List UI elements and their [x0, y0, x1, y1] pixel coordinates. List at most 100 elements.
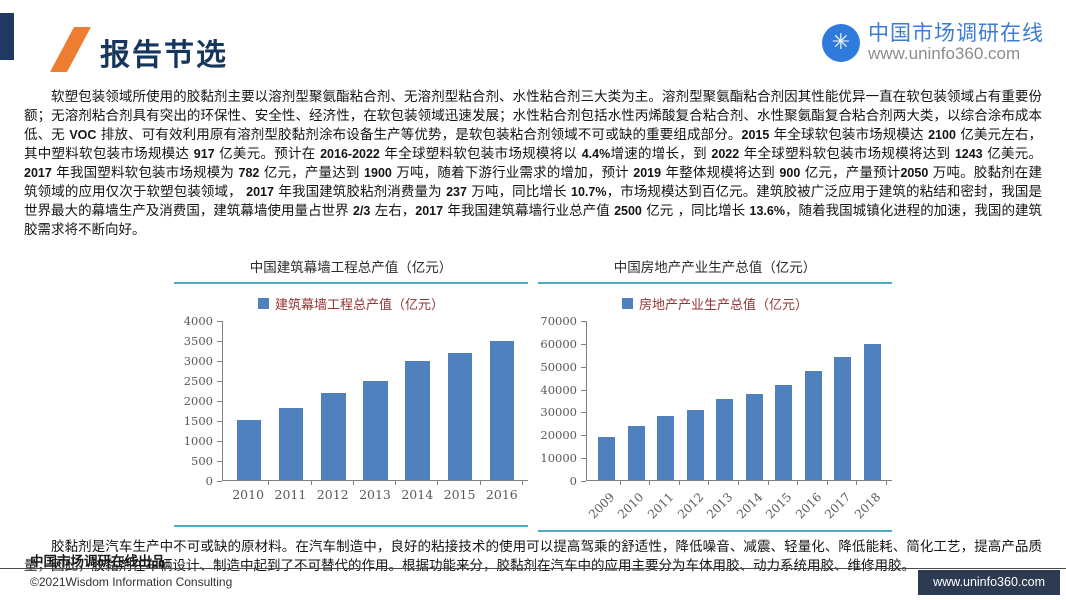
x-tick [269, 481, 312, 485]
x-tick [650, 481, 680, 485]
page-footer: 中国市场调研在线出品 ©2021Wisdom Information Consu… [0, 550, 1066, 600]
compass-snowflake-icon: ✳ [822, 23, 860, 62]
chart-legend: 房地产产业生产总值（亿元） [538, 294, 892, 313]
bar-slot [481, 321, 523, 480]
bar-2016 [804, 370, 822, 480]
bar-slot [228, 321, 270, 480]
text-run: 增速的增长，到 [610, 146, 712, 162]
brand-logo: ✳ 中国市场调研在线 www.uninfo360.com [822, 22, 1044, 64]
highlighted-value: 2017 [415, 204, 444, 218]
chart-curtain-wall-output: 中国建筑幕墙工程总产值（亿元） 建筑幕墙工程总产值（亿元） 4000 3500 30… [174, 256, 528, 532]
legend-label: 建筑幕墙工程总产值（亿元） [274, 298, 444, 313]
x-axis-labels: 2009 2010 2011 2012 2013 2014 2015 2016 2017 2018 [586, 485, 892, 521]
highlighted-value: 1243 [954, 147, 983, 161]
y-axis-label: 60000 [540, 336, 586, 351]
chart-legend: 建筑幕墙工程总产值（亿元） [174, 294, 528, 313]
chart-top-rule [538, 282, 892, 284]
highlighted-value: 917 [193, 147, 215, 161]
x-axis-label: 2014 [401, 487, 434, 502]
text-run: 亿元，产量预计 [800, 165, 901, 181]
highlighted-value: VOC [69, 128, 97, 142]
legend-swatch [257, 298, 269, 309]
bar-slot [828, 321, 858, 480]
y-axis: 4000 3500 3000 2500 2000 1500 1000 500 0 [174, 314, 223, 488]
bar-2018 [863, 343, 881, 480]
x-tick [396, 481, 439, 485]
x-axis-label: 2012 [674, 490, 706, 522]
y-axis-label: 500 [191, 454, 222, 468]
x-axis-label: 2010 [232, 487, 265, 502]
brand-url-link[interactable]: www.uninfo360.com [868, 44, 1021, 64]
bar-2017 [834, 357, 852, 480]
y-axis-label: 4000 [183, 314, 223, 328]
bar-slot [354, 321, 396, 480]
bar-slot [397, 321, 439, 480]
x-axis-label: 2015 [763, 490, 795, 522]
text-run: 软塑包装领域所使用的胶黏剂主要以溶剂型聚氨酯粘合剂、无溶剂型粘合剂、水性粘合剂三… [24, 89, 1042, 143]
corner-accent-bar [0, 13, 14, 60]
body-paragraph-packaging: 软塑包装领域所使用的胶黏剂主要以溶剂型聚氨酯粘合剂、无溶剂型粘合剂、水性粘合剂三… [24, 88, 1042, 240]
bar-slot [858, 321, 888, 480]
brand-name: 中国市场调研在线 [868, 22, 1044, 45]
chart-title: 中国建筑幕墙工程总产值（亿元） [249, 260, 453, 276]
y-axis-label: 2000 [183, 394, 223, 408]
y-axis-label: 30000 [540, 405, 586, 420]
y-axis-label: 3500 [183, 334, 223, 348]
bar-2013 [363, 380, 388, 480]
bar-2010 [627, 425, 645, 480]
y-axis-label: 0 [569, 474, 587, 488]
highlighted-value: 2500 [614, 204, 642, 218]
text-run: 左右， [370, 203, 416, 219]
x-axis-label: 2014 [733, 490, 766, 522]
highlighted-value: 782 [238, 166, 260, 180]
bar-2010 [236, 420, 262, 480]
page-header: 报告节选 ✳ 中国市场调研在线 www.uninfo360.com [0, 0, 1066, 82]
text-run: 万吨。胶黏剂在建筑领域的应用仅次于软塑包装领域， [24, 165, 1042, 200]
y-axis-label: 40000 [540, 382, 586, 397]
y-axis-label: 2500 [183, 374, 223, 388]
chart-title: 中国房地产产业生产总值（亿元） [613, 260, 817, 276]
highlighted-value: 2016-2022 [320, 147, 380, 161]
x-axis-ticks [222, 481, 528, 485]
y-axis-label: 1500 [183, 414, 223, 428]
bar-2009 [598, 436, 616, 480]
x-axis-label: 2018 [852, 490, 884, 522]
slash-accent-icon [50, 27, 91, 72]
highlighted-value: 2017 [24, 166, 52, 180]
bar-slot [769, 321, 799, 480]
text-run: 亿美元。预计在 [214, 146, 321, 162]
bars-area [222, 321, 528, 481]
footer-url-badge[interactable]: www.uninfo360.com [918, 570, 1060, 595]
bar-2015 [775, 384, 793, 480]
highlighted-value: 900 [779, 166, 801, 180]
highlighted-value: 10.7% [571, 185, 607, 199]
highlighted-value: 2017 [246, 185, 274, 199]
highlighted-value: 2/3 [352, 204, 371, 218]
bar-slot [799, 321, 829, 480]
x-axis-label: 2011 [274, 487, 307, 502]
bar-slot [270, 321, 312, 480]
text-run: 年全球塑料软包装市场规模将达到 [739, 146, 955, 162]
chart-real-estate-gdp: 中国房地产产业生产总值（亿元） 房地产产业生产总值（亿元） 70000 60000… [538, 256, 892, 532]
bar-2012 [321, 392, 346, 480]
text-run: ，随着我国城镇化进程的加速，我国的建筑胶需求将不断向好。 [24, 203, 1043, 238]
x-axis-label: 2012 [316, 487, 349, 502]
chart-bottom-rule [174, 525, 528, 527]
x-tick [857, 481, 887, 485]
charts-row: 中国建筑幕墙工程总产值（亿元） 建筑幕墙工程总产值（亿元） 4000 3500 30… [0, 256, 1066, 532]
bar-2011 [657, 416, 675, 480]
text-run: 年我国塑料软包装市场规模为 [51, 165, 239, 181]
chart-plot-area: 4000 3500 3000 2500 2000 1500 1000 500 0 2010 201… [174, 314, 528, 502]
legend-swatch [621, 298, 633, 309]
x-axis-label: 2017 [822, 490, 854, 522]
chart-plot-area: 70000 60000 50000 40000 30000 20000 10000 0 200… [538, 314, 892, 521]
footer-producer: 中国市场调研在线出品 [30, 554, 165, 569]
bar-2016 [489, 340, 515, 480]
bar-slot [439, 321, 481, 480]
text-run: 亿美元。 [982, 146, 1042, 162]
plot-wrap: 2010 2011 2012 2013 2014 2015 2016 [222, 321, 528, 502]
text-run: 年全球软包装市场规模达 [769, 127, 929, 143]
highlighted-value: 1900 [364, 166, 392, 180]
x-tick [481, 481, 523, 485]
chart-bottom-rule [538, 530, 892, 532]
